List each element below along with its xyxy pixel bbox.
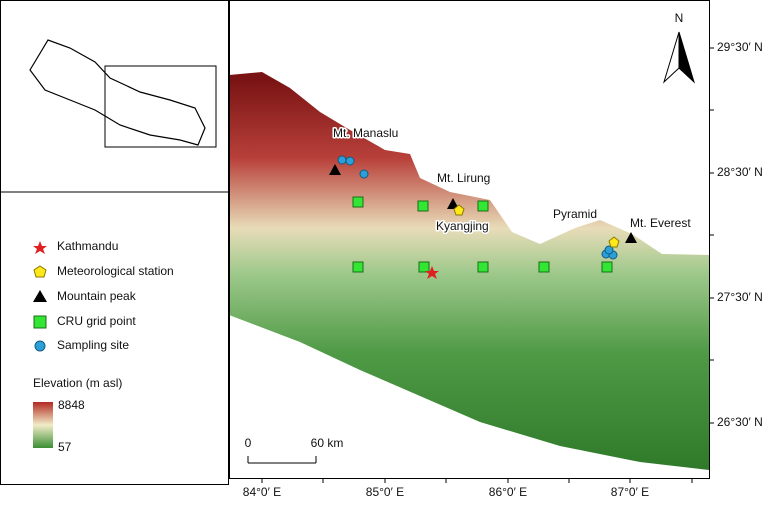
lon-label: 87°0′ E	[611, 485, 649, 499]
map-frame	[229, 0, 710, 479]
place-label: Pyramid	[553, 207, 597, 221]
lat-label: 26°30′ N	[717, 415, 763, 429]
legend-pentagon	[33, 265, 47, 278]
scale-label: 60 km	[311, 436, 344, 450]
terrain	[229, 72, 709, 470]
scale-bar	[247, 456, 317, 464]
left-panel	[0, 0, 229, 485]
lon-label: 86°0′ E	[489, 485, 527, 499]
lon-label: 85°0′ E	[366, 485, 404, 499]
legend-square	[33, 315, 47, 329]
legend-circle	[34, 340, 46, 352]
elevation-bar	[33, 402, 53, 448]
lon-label: 84°0′ E	[243, 485, 281, 499]
legend-label: Sampling site	[57, 338, 129, 352]
lat-label: 27°30′ N	[717, 290, 763, 304]
elevation-title: Elevation (m asl)	[33, 376, 122, 390]
legend-label: Mountain peak	[57, 289, 137, 303]
inset-extent	[104, 65, 217, 148]
elevation-max: 8848	[58, 398, 85, 412]
kathmandu-marker	[425, 266, 439, 279]
north-arrow: N	[662, 11, 696, 84]
legend-triangle	[33, 290, 47, 302]
place-label: Mt. Manaslu	[333, 126, 398, 140]
place-label: Kyangjing	[436, 219, 489, 233]
mountain-peaks	[329, 164, 637, 243]
legend-label: Meteorological station	[57, 264, 174, 278]
lat-label: 28°30′ N	[717, 165, 763, 179]
legend-star	[33, 241, 47, 254]
sampling-sites	[337, 155, 618, 260]
lat-label: 29°30′ N	[717, 40, 763, 54]
cru-points	[352, 196, 613, 273]
legend-label: CRU grid point	[57, 314, 136, 328]
met-stations	[453, 204, 620, 248]
place-label: Mt. Lirung	[437, 171, 490, 185]
legend-label: Kathmandu	[57, 239, 118, 253]
scale-label: 0	[245, 436, 252, 450]
place-label: Mt. Everest	[630, 216, 691, 230]
inset-outline	[29, 39, 206, 146]
elevation-min: 57	[58, 440, 72, 454]
ticks	[261, 47, 714, 483]
north-label: N	[675, 11, 684, 25]
